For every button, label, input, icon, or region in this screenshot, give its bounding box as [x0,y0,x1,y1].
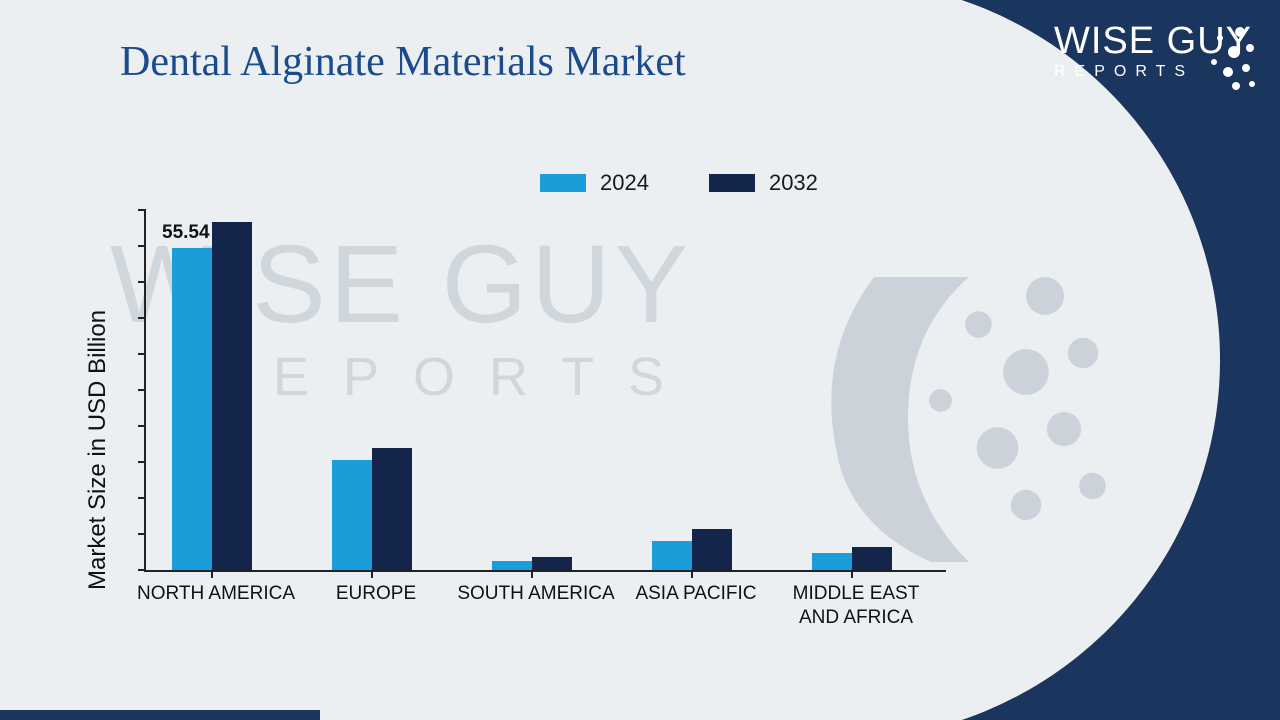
y-tick [138,353,146,355]
category-label: ASIA PACIFIC [616,582,776,606]
bar-2024 [172,248,212,570]
chart-canvas: Dental Alginate Materials Market WISE GU… [0,0,1280,720]
y-tick [138,317,146,319]
brand-line1: WISE GUY [1054,22,1252,60]
brand-logo: WISE GUY REPORTS [1054,22,1252,80]
bar-2032 [852,547,892,570]
bar-2032 [372,448,412,570]
bar-2032 [212,222,252,570]
bar-2032 [692,529,732,570]
y-tick [138,425,146,427]
y-tick [138,569,146,571]
brand-line2: REPORTS [1054,64,1252,80]
bar-2032 [532,557,572,570]
y-tick [138,281,146,283]
x-tick [691,570,693,578]
x-tick [211,570,213,578]
y-tick [138,533,146,535]
y-tick [138,497,146,499]
chart-area: Market Size in USD Billion 55.54NORTH AM… [60,160,960,680]
bar-2024 [812,553,852,570]
bar-2024 [492,561,532,570]
x-tick [851,570,853,578]
bar-value-label: 55.54 [162,222,210,244]
category-label: NORTH AMERICA [136,582,296,606]
category-label: EUROPE [296,582,456,606]
y-axis-label: Market Size in USD Billion [84,310,112,590]
y-tick [138,245,146,247]
y-tick [138,461,146,463]
x-tick [531,570,533,578]
bar-2024 [332,460,372,570]
x-tick [371,570,373,578]
footer-accent-bar [0,710,320,720]
category-label: SOUTH AMERICA [456,582,616,606]
y-tick [138,209,146,211]
y-tick [138,389,146,391]
bar-2024 [652,541,692,570]
category-label: MIDDLE EAST AND AFRICA [776,582,936,630]
plot-region: 55.54NORTH AMERICAEUROPESOUTH AMERICAASI… [144,210,946,572]
chart-title: Dental Alginate Materials Market [120,38,686,86]
